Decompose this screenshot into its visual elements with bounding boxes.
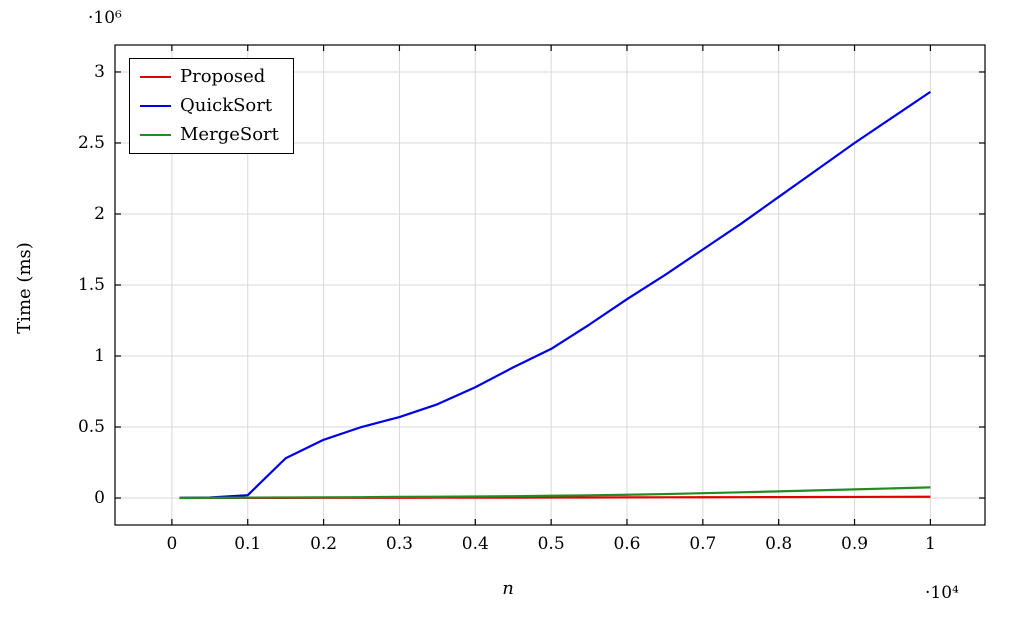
svg-text:0.8: 0.8 [765,534,792,554]
svg-text:1.5: 1.5 [78,275,105,295]
svg-text:0.5: 0.5 [538,534,565,554]
x-axis-title: n [502,578,514,599]
y-axis-title: Time (ms) [14,242,35,334]
svg-text:0.9: 0.9 [841,534,868,554]
proposed-line-swatch-icon [140,76,171,78]
series-line-mergesort [179,486,931,499]
svg-text:0.3: 0.3 [386,534,413,554]
tick-marks [115,45,985,525]
legend-label: MergeSort [180,124,279,145]
svg-text:0.4: 0.4 [462,534,489,554]
quicksort-line-swatch-icon [140,105,171,107]
legend: Proposed QuickSort MergeSort [129,58,294,154]
svg-text:3: 3 [94,62,105,82]
y-axis-exponent-label: ·10⁶ [88,8,122,28]
svg-text:0.7: 0.7 [689,534,716,554]
svg-text:1: 1 [925,534,936,554]
svg-text:2: 2 [94,204,105,224]
svg-text:1: 1 [94,346,105,366]
svg-text:2.5: 2.5 [78,133,105,153]
legend-label: QuickSort [180,95,273,116]
svg-text:0.2: 0.2 [310,534,337,554]
tick-labels: 0 0.1 0.2 0.3 0.4 0.5 0.6 0.7 0.8 0.9 1 0 0.5 1 1.5 2 2.… [78,62,936,554]
legend-label: Proposed [180,66,266,87]
svg-text:0: 0 [94,488,105,508]
legend-item-proposed: Proposed [140,67,279,87]
series-line-quicksort [179,90,932,499]
x-axis-exponent-label: ·10⁴ [925,583,959,603]
legend-item-quicksort: QuickSort [140,96,279,116]
mergesort-line-swatch-icon [140,134,171,136]
svg-text:0.5: 0.5 [78,417,105,437]
svg-text:0.1: 0.1 [234,534,261,554]
svg-text:0: 0 [166,534,177,554]
legend-item-mergesort: MergeSort [140,125,279,145]
svg-text:0.6: 0.6 [613,534,640,554]
